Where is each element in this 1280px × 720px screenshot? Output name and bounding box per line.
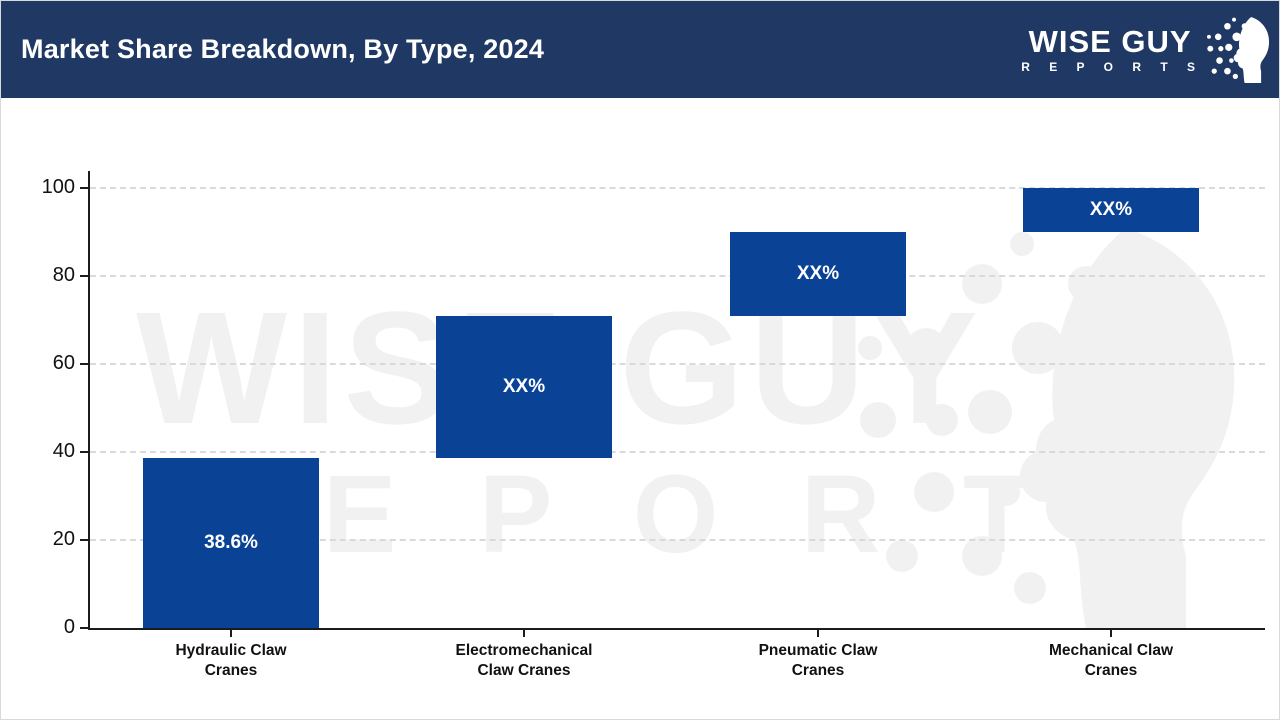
x-category-label: Electromechanical Claw Cranes (394, 641, 654, 681)
gridline (90, 539, 1265, 541)
y-tick-label: 60 (52, 352, 75, 374)
gridline (90, 275, 1265, 277)
x-axis-line (88, 628, 1265, 630)
logo-dotted-head-icon (1205, 10, 1271, 90)
x-category-label-line: Electromechanical (455, 642, 593, 659)
y-axis-tick (80, 363, 89, 365)
y-axis-tick (80, 539, 89, 541)
logo-wordmark: WISE GUY R E P O R T S (1017, 26, 1203, 74)
y-tick-label: 80 (52, 264, 75, 286)
y-tick-label: 40 (52, 440, 75, 462)
x-axis-tick (230, 630, 232, 637)
x-category-label: Hydraulic Claw Cranes (101, 641, 361, 681)
y-tick-label: 100 (41, 176, 75, 198)
brand-logo: WISE GUY R E P O R T S (1017, 5, 1271, 95)
bar: XX% (1023, 188, 1199, 232)
bar-value-label: XX% (502, 375, 546, 397)
x-category-label-line: Cranes (204, 662, 258, 679)
x-category-label-line: Cranes (1084, 662, 1138, 679)
x-category-label-line: Pneumatic Claw (758, 642, 878, 659)
y-axis-tick (80, 275, 89, 277)
bar-value-label: 38.6% (204, 532, 258, 554)
x-category-label-line: Claw Cranes (477, 662, 571, 679)
bar: XX% (436, 315, 612, 459)
bar-value-label: XX% (1089, 199, 1133, 220)
x-axis-tick (817, 630, 819, 637)
page-title: Market Share Breakdown, By Type, 2024 (21, 34, 545, 64)
x-axis-tick (523, 630, 525, 637)
logo-reports-text: R E P O R T S (1021, 60, 1203, 74)
x-category-label: Mechanical Claw Cranes (981, 641, 1241, 681)
y-axis-tick (80, 451, 89, 453)
gridline (90, 363, 1265, 365)
bar-value-label: XX% (796, 262, 840, 284)
y-axis-tick (80, 187, 89, 189)
y-axis-tick (80, 627, 89, 629)
x-category-label-line: Mechanical Claw (1048, 642, 1174, 659)
gridline (90, 451, 1265, 453)
header-bar: Market Share Breakdown, By Type, 2024 WI… (1, 1, 1279, 98)
x-category-label: Pneumatic Claw Cranes (688, 641, 948, 681)
x-category-label-line: Hydraulic Claw (175, 642, 287, 659)
y-axis-line (88, 171, 90, 630)
gridline (90, 187, 1265, 189)
y-tick-label: 20 (52, 528, 75, 550)
x-category-label-line: Cranes (791, 662, 845, 679)
y-tick-label: 0 (63, 616, 75, 638)
logo-name-text: WISE GUY (1028, 24, 1192, 59)
x-axis-tick (1110, 630, 1112, 637)
bar: 38.6% (143, 458, 319, 628)
watermark-dotted-head-icon (846, 218, 1246, 638)
bar: XX% (730, 232, 906, 316)
watermark-name-text: WISE GUY (136, 278, 985, 457)
